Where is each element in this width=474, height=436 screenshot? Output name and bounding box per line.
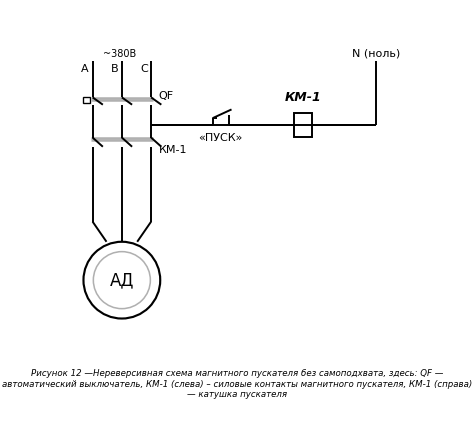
Text: КМ-1: КМ-1: [158, 145, 187, 155]
Text: C: C: [140, 65, 148, 75]
Bar: [294, 113, 312, 136]
Text: АД: АД: [109, 271, 134, 289]
Text: Рисунок 12 —Нереверсивная схема магнитного пускателя без самоподхвата, здесь: QF: Рисунок 12 —Нереверсивная схема магнитно…: [2, 369, 472, 399]
Text: A: A: [81, 65, 88, 75]
Text: N (ноль): N (ноль): [352, 49, 400, 59]
Bar: [83, 97, 90, 103]
Text: QF: QF: [158, 91, 173, 101]
Text: КМ-1: КМ-1: [284, 91, 321, 104]
Text: ~380В: ~380В: [103, 49, 137, 59]
Text: «ПУСК»: «ПУСК»: [198, 133, 243, 143]
Text: B: B: [111, 65, 119, 75]
